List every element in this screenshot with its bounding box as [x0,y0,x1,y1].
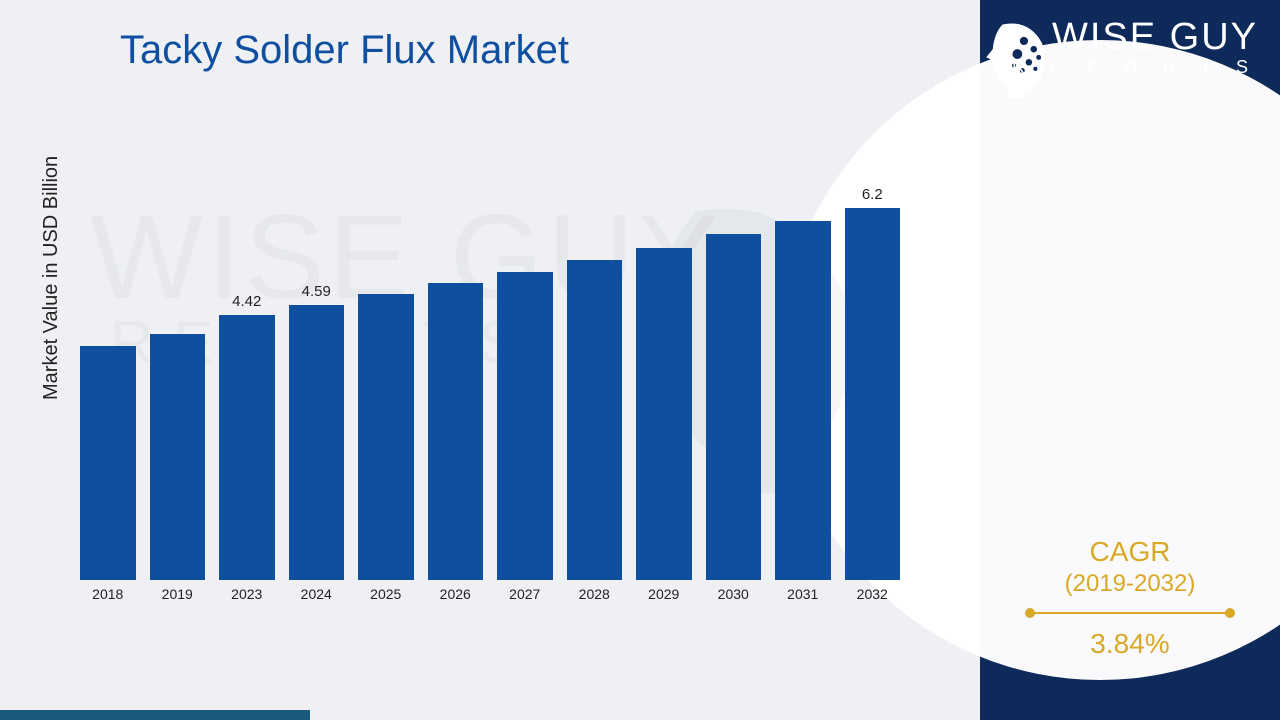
x-tick-label: 2032 [845,586,901,602]
x-tick-label: 2026 [428,586,484,602]
bar-value-label: 6.2 [862,186,883,203]
bar-column: 4.42 [219,315,275,580]
chart-title: Tacky Solder Flux Market [120,28,569,73]
x-tick-label: 2018 [80,586,136,602]
bar: 6.2 [845,208,901,580]
bar-column [706,234,762,580]
x-tick-label: 2019 [150,586,206,602]
logo-line2: R E P O R T S [1012,58,1258,76]
bar: 4.59 [289,305,345,580]
brand-logo: WISE GUY R E P O R T S [1012,18,1258,76]
x-tick-label: 2025 [358,586,414,602]
bar-column [358,294,414,580]
x-tick-label: 2029 [636,586,692,602]
bar-column [497,272,553,580]
bar [775,221,831,580]
bar: 4.42 [219,315,275,580]
x-tick-label: 2031 [775,586,831,602]
x-tick-label: 2023 [219,586,275,602]
cagr-value: 3.84% [1012,628,1248,660]
y-axis-label: Market Value in USD Billion [40,156,63,400]
logo-line1: WISE GUY [1012,18,1258,56]
bar [428,283,484,580]
bar-column [775,221,831,580]
cagr-title: CAGR [1012,536,1248,568]
bar-chart: 4.424.596.2 [80,160,900,580]
bar-column [150,334,206,580]
bar [567,260,623,580]
bars-container: 4.424.596.2 [80,160,900,580]
x-tick-label: 2027 [497,586,553,602]
x-tick-label: 2028 [567,586,623,602]
bar [497,272,553,580]
infographic-container: WISE GUY REPORTS Tacky Solder Flux Marke… [0,0,1280,720]
bottom-accent-bar [0,710,310,720]
bar-value-label: 4.59 [302,283,331,300]
bar [636,248,692,580]
cagr-period: (2019-2032) [1012,570,1248,598]
bar [706,234,762,580]
bar-column: 6.2 [845,208,901,580]
x-tick-label: 2030 [706,586,762,602]
bar-value-label: 4.42 [232,293,261,310]
cagr-panel: CAGR (2019-2032) 3.84% [1012,536,1248,660]
bar-column [80,346,136,580]
cagr-divider [1030,612,1230,614]
bar [80,346,136,580]
bar-column: 4.59 [289,305,345,580]
x-axis-labels: 2018 2019 2023 2024 2025 2026 2027 2028 2029 2030… [80,586,900,602]
x-tick-label: 2024 [289,586,345,602]
bar-column [567,260,623,580]
bar [150,334,206,580]
bar [358,294,414,580]
bar-column [636,248,692,580]
bar-column [428,283,484,580]
